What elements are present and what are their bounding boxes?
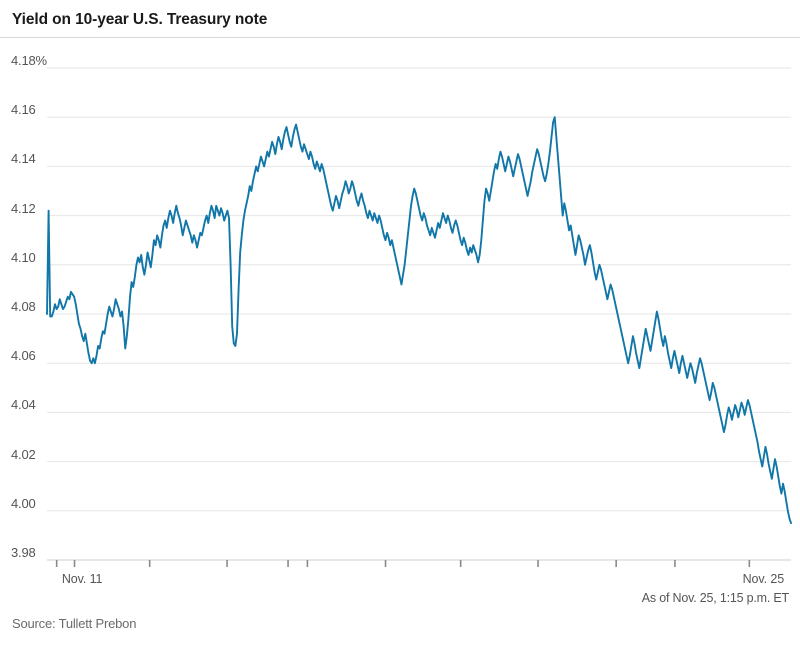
y-axis-tick-label: 4.18%: [11, 53, 47, 68]
page-title: Yield on 10-year U.S. Treasury note: [12, 11, 268, 28]
y-axis-tick-label: 4.00: [11, 495, 36, 511]
y-axis-tick-label: 4.10: [11, 249, 36, 265]
y-axis-tick-label: 4.02: [11, 446, 36, 462]
y-axis-tick-label: 3.98: [11, 545, 36, 560]
y-axis-tick-label: 4.08: [11, 299, 36, 314]
y-axis-tick-label: 4.14: [11, 151, 36, 167]
y-axis-tick-label: 4.16: [11, 102, 36, 118]
as-of-note: As of Nov. 25, 1:15 p.m. ET: [641, 591, 789, 605]
y-axis-tick-label: 4.12: [11, 200, 36, 216]
title-divider: [0, 37, 800, 38]
x-axis-tick-label: Nov. 25: [742, 572, 785, 586]
x-axis-tick-label: Nov. 11: [61, 572, 103, 586]
y-axis-tick-label: 4.06: [11, 348, 36, 364]
y-axis-tick-label: 4.04: [11, 397, 36, 413]
source-note: Source: Tullett Prebon: [12, 616, 137, 631]
series-line-0: [46, 116, 792, 525]
